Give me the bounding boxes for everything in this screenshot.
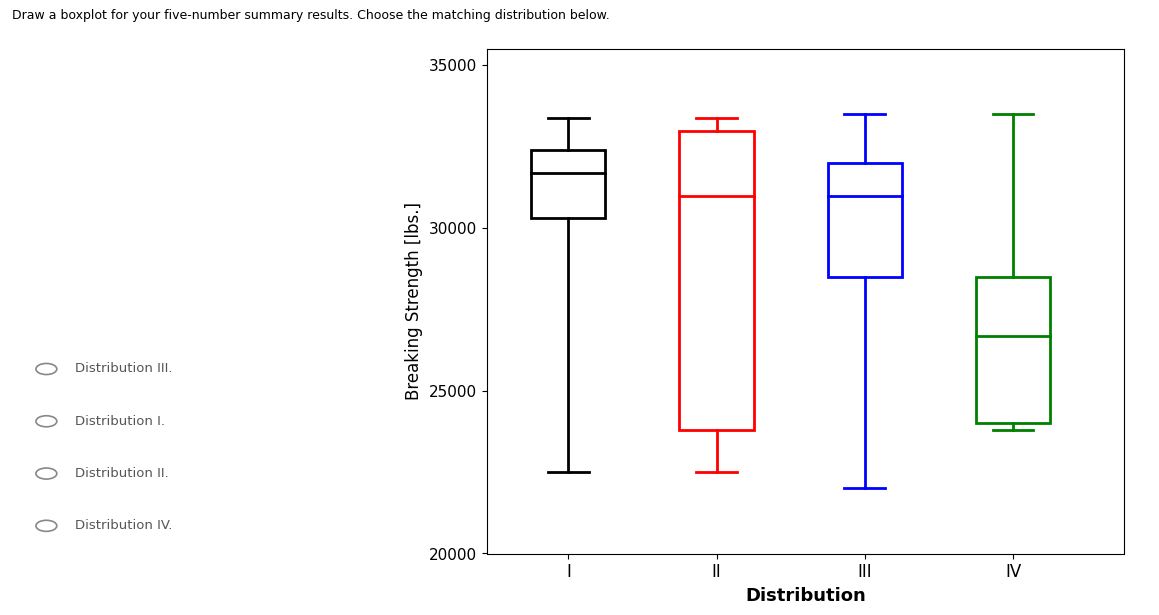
Bar <box>531 150 605 218</box>
Text: Draw a boxplot for your five-number summary results. Choose the matching distrib: Draw a boxplot for your five-number summ… <box>12 9 610 22</box>
Y-axis label: Breaking Strength [lbs.]: Breaking Strength [lbs.] <box>406 202 423 400</box>
Text: Distribution I.: Distribution I. <box>75 415 166 428</box>
X-axis label: Distribution: Distribution <box>745 587 866 605</box>
Bar <box>828 163 902 277</box>
Text: Distribution II.: Distribution II. <box>75 467 169 480</box>
Bar <box>976 277 1050 423</box>
Text: Distribution III.: Distribution III. <box>75 362 173 376</box>
Text: Distribution IV.: Distribution IV. <box>75 519 173 533</box>
Bar <box>679 130 753 430</box>
